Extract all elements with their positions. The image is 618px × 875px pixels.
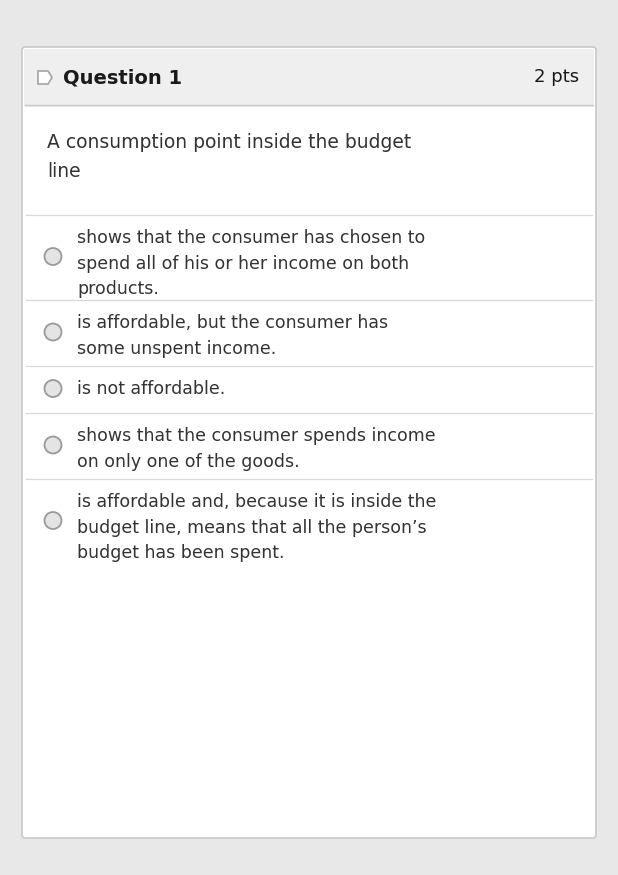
Circle shape [44, 437, 62, 453]
Text: A consumption point inside the budget
line: A consumption point inside the budget li… [47, 133, 411, 181]
Text: is affordable, but the consumer has
some unspent income.: is affordable, but the consumer has some… [77, 314, 388, 358]
Circle shape [44, 380, 62, 397]
FancyBboxPatch shape [22, 47, 596, 838]
FancyBboxPatch shape [24, 49, 594, 107]
Text: is affordable and, because it is inside the
budget line, means that all the pers: is affordable and, because it is inside … [77, 493, 436, 563]
Text: shows that the consumer has chosen to
spend all of his or her income on both
pro: shows that the consumer has chosen to sp… [77, 229, 425, 298]
Text: 2 pts: 2 pts [534, 68, 579, 87]
Circle shape [44, 248, 62, 265]
Text: is not affordable.: is not affordable. [77, 380, 225, 398]
Text: Question 1: Question 1 [63, 68, 182, 87]
Polygon shape [38, 71, 52, 84]
Circle shape [44, 324, 62, 340]
Circle shape [44, 512, 62, 529]
Bar [26, 90, 592, 106]
Text: shows that the consumer spends income
on only one of the goods.: shows that the consumer spends income on… [77, 427, 436, 471]
